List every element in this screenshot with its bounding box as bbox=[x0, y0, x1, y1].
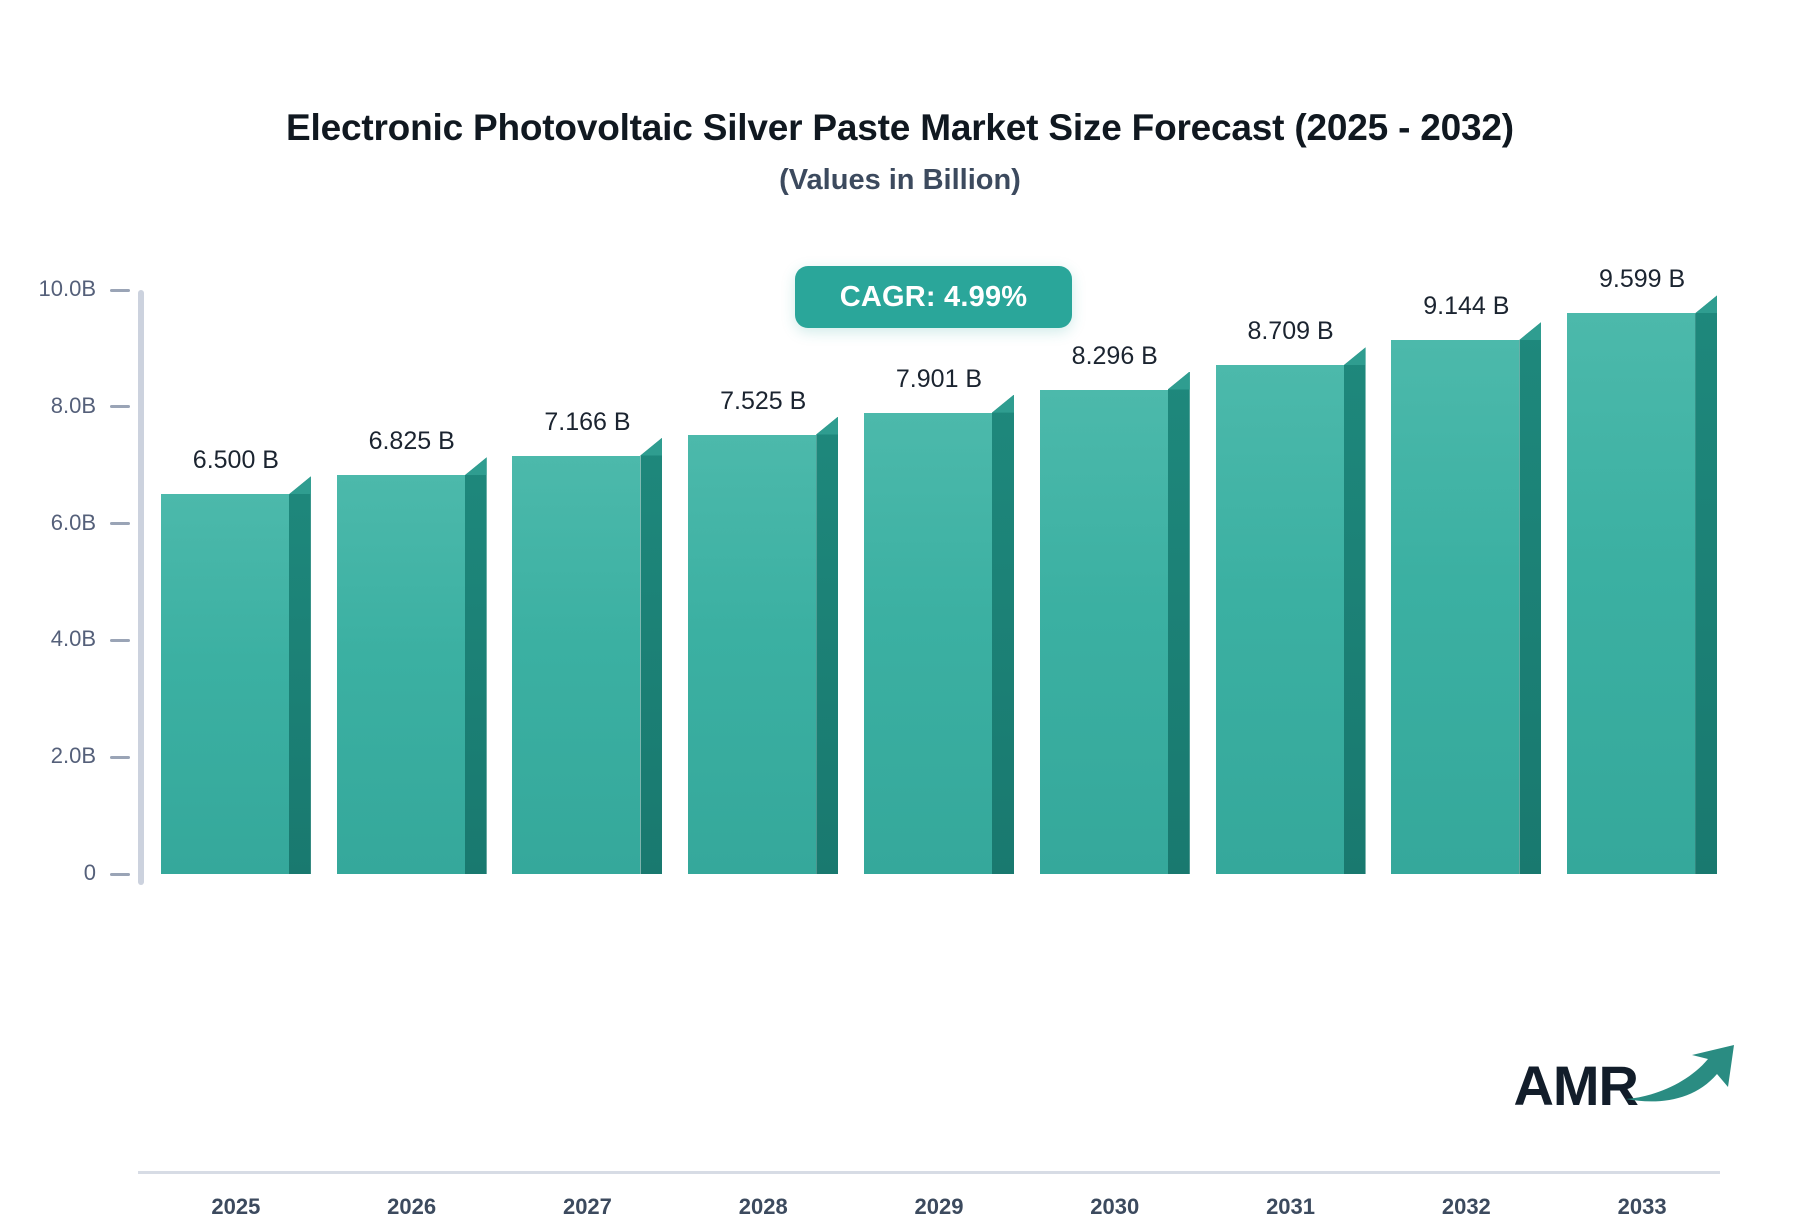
bar-front-face bbox=[160, 494, 289, 874]
plot-area: 6.500 B 2025 6.825 B 2026 7.166 B 2027 7.525 B… bbox=[138, 265, 1720, 1219]
bar-side-face bbox=[1343, 347, 1366, 874]
bar-front-face bbox=[688, 434, 817, 874]
page-title: Electronic Photovoltaic Silver Paste Mar… bbox=[286, 107, 1514, 148]
y-axis-tick-mark bbox=[110, 872, 130, 876]
y-axis-line bbox=[138, 290, 144, 885]
cagr-badge: CAGR: 4.99% bbox=[795, 266, 1072, 328]
bar-value-label: 8.709 B bbox=[1247, 317, 1334, 346]
bar-side-face bbox=[1167, 371, 1190, 874]
logo-text: AMR bbox=[1513, 1054, 1639, 1117]
bar-body bbox=[864, 394, 1014, 874]
y-axis-tick-mark bbox=[110, 755, 130, 759]
chart-canvas: Electronic Photovoltaic Silver Paste Mar… bbox=[0, 107, 1800, 1219]
bar-top-face bbox=[816, 416, 839, 435]
bar-value-label: 9.599 B bbox=[1599, 265, 1686, 294]
bar-value-label: 8.296 B bbox=[1071, 341, 1158, 370]
y-axis-tick-label: 4.0B bbox=[50, 626, 96, 652]
bar-top-face bbox=[1695, 295, 1718, 314]
bar-front-face bbox=[1215, 365, 1344, 874]
bar-column bbox=[864, 394, 1014, 874]
bar-column bbox=[512, 437, 663, 874]
bar-front-face bbox=[512, 455, 641, 874]
bar-side-face bbox=[1695, 295, 1718, 874]
chart-subtitle: (Values in Billion) bbox=[779, 163, 1021, 196]
bar-column bbox=[1039, 371, 1190, 874]
bar-side-face bbox=[816, 416, 839, 874]
y-axis-tick-label: 10.0B bbox=[38, 276, 97, 301]
bar-value-label: 7.901 B bbox=[895, 364, 983, 393]
bar-series: 6.500 B 2025 6.825 B 2026 7.166 B 2027 7.525 B… bbox=[138, 265, 1720, 1219]
bar-top-face bbox=[640, 437, 663, 456]
y-axis-tick-mark bbox=[110, 288, 130, 292]
bar-body bbox=[688, 416, 839, 874]
bar-front-face bbox=[864, 412, 992, 874]
bar-top-face bbox=[288, 476, 311, 495]
growth-arrow-icon bbox=[1622, 1043, 1742, 1110]
bar-body bbox=[1567, 295, 1718, 874]
bar-front-face bbox=[336, 475, 465, 874]
title-block: Electronic Photovoltaic Silver Paste Mar… bbox=[0, 107, 1800, 197]
bar-body bbox=[336, 457, 487, 874]
bar-body bbox=[1215, 347, 1366, 874]
bar-top-face bbox=[992, 394, 1014, 413]
amr-logo: AMR bbox=[1513, 1044, 1742, 1114]
bar-top-face bbox=[1167, 371, 1190, 390]
x-axis-line bbox=[138, 1171, 1720, 1174]
y-axis-tick-mark bbox=[110, 405, 130, 409]
bar-front-face bbox=[1039, 389, 1168, 874]
cagr-badge-label: CAGR: 4.99% bbox=[839, 280, 1028, 313]
bar-value-label: 6.825 B bbox=[368, 427, 455, 456]
bar-side-face bbox=[288, 476, 311, 874]
bar-body bbox=[160, 476, 311, 874]
y-axis-tick-label: 0 bbox=[83, 860, 96, 885]
bar-front-face bbox=[1567, 313, 1696, 874]
bar-column bbox=[1215, 347, 1366, 874]
bar-column bbox=[160, 476, 311, 874]
bar-body bbox=[512, 437, 663, 874]
bar-value-label: 6.500 B bbox=[192, 446, 279, 475]
bar-body bbox=[1391, 322, 1542, 874]
y-axis-tick-mark bbox=[110, 638, 130, 642]
y-axis-tick-mark bbox=[110, 522, 130, 526]
x-axis-label: 2033 bbox=[1617, 1194, 1667, 1219]
bar-body bbox=[1039, 371, 1190, 874]
bar-side-face bbox=[464, 457, 487, 874]
bar-top-face bbox=[464, 457, 487, 476]
bar-column bbox=[1391, 322, 1542, 874]
bar-column bbox=[1567, 295, 1718, 874]
y-axis-tick-label: 8.0B bbox=[50, 392, 96, 418]
bar-column bbox=[688, 416, 839, 874]
bar-top-face bbox=[1519, 322, 1542, 340]
bar-value-label: 9.144 B bbox=[1423, 291, 1510, 320]
bar-side-face bbox=[640, 437, 663, 874]
bar-front-face bbox=[1391, 340, 1520, 874]
bar-side-face bbox=[1519, 322, 1542, 874]
bar-value-label: 7.525 B bbox=[720, 386, 807, 415]
bar-side-face bbox=[992, 394, 1014, 874]
y-axis-tick-label: 6.0B bbox=[50, 509, 96, 535]
bar-column bbox=[336, 457, 487, 874]
y-axis-tick-label: 2.0B bbox=[50, 743, 96, 769]
bar-top-face bbox=[1343, 347, 1366, 366]
bar-value-label: 7.166 B bbox=[544, 407, 631, 436]
